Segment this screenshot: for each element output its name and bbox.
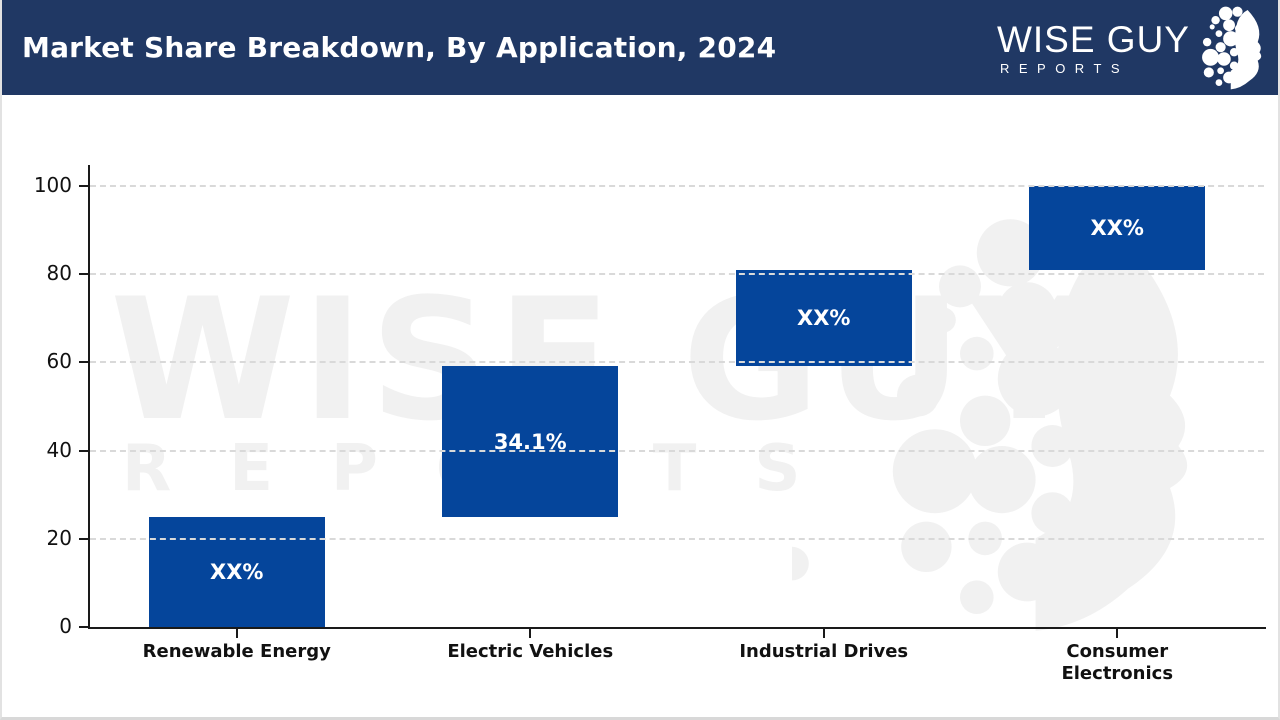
bar [442,366,619,517]
y-tick-mark [79,537,88,540]
x-axis-line [88,627,1266,629]
y-tick-mark [79,273,88,276]
brand-logo: WISE GUY REPORTS [997,5,1268,91]
bar [735,269,912,367]
grid-line [90,273,1264,276]
x-tick-mark [235,629,238,638]
chart-title: Market Share Breakdown, By Application, … [22,31,777,64]
grid-line [90,361,1264,364]
watermark-head-icon [792,219,1188,631]
brand-head-icon [1202,6,1262,89]
y-tick-mark [79,361,88,364]
bar-value-label: XX% [1090,215,1144,240]
y-tick-mark [79,185,88,187]
y-tick-mark [79,626,88,628]
y-tick-mark [79,449,88,452]
bar [1029,186,1206,270]
y-tick-label: 40 [46,437,72,462]
y-tick-label: 20 [46,525,72,550]
bar-value-label: 34.1% [493,429,567,454]
x-tick-mark [1116,629,1119,638]
bar-value-label: XX% [210,559,264,584]
bar [148,516,325,627]
grid-line [90,537,1264,540]
y-tick-label: 80 [46,261,72,286]
grid-line [90,185,1264,187]
brand-logo-text: WISE GUY REPORTS [997,21,1190,75]
brand-subname: REPORTS [999,60,1130,76]
x-tick-label: Electric Vehicles [447,641,614,662]
header-bar: Market Share Breakdown, By Application, … [2,0,1278,95]
y-tick-label: 60 [46,349,72,374]
x-tick-mark [529,629,532,638]
grid-line [90,449,1264,452]
x-tick-label: Renewable Energy [142,641,331,662]
brand-name: WISE GUY [996,18,1190,60]
y-tick-label: 100 [33,173,72,197]
x-tick-label: Consumer Electronics [1061,641,1174,684]
y-tick-label: 0 [59,614,72,638]
x-tick-mark [822,629,825,638]
x-tick-label: Industrial Drives [739,641,909,662]
y-axis-line [88,165,90,629]
bar-value-label: XX% [797,306,851,331]
